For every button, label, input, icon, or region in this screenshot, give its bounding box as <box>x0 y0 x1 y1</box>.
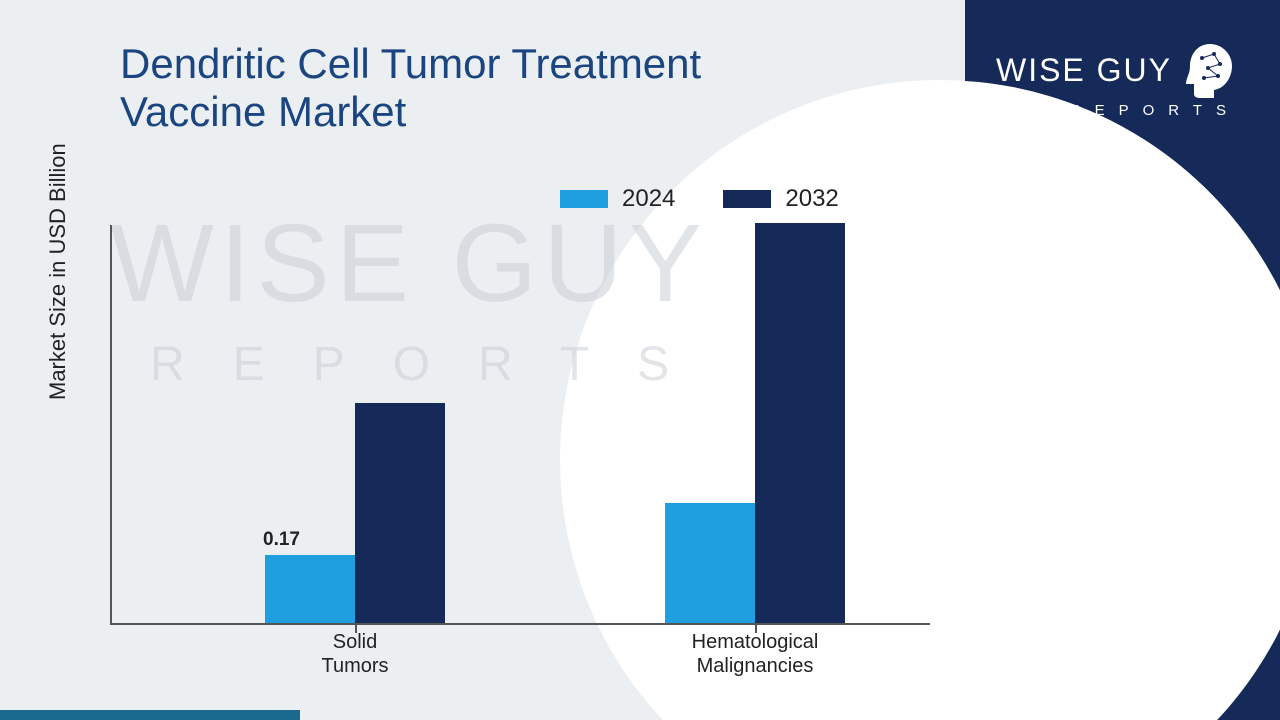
legend-label-2032: 2032 <box>785 185 838 213</box>
bar-group <box>265 403 445 623</box>
legend-swatch-2032 <box>723 190 771 208</box>
footer-accent-bar <box>0 710 300 720</box>
chart-title: Dendritic Cell Tumor Treatment Vaccine M… <box>120 40 820 137</box>
legend: 2024 2032 <box>560 185 839 213</box>
legend-item-2032: 2032 <box>723 185 838 213</box>
y-axis-label: Market Size in USD Billion <box>45 143 71 400</box>
bar-series-b <box>355 403 445 623</box>
bar-series-a <box>665 503 755 623</box>
logo-sub-text: REPORTS <box>996 102 1240 119</box>
y-axis-line <box>110 225 112 625</box>
category-label: SolidTumors <box>265 630 445 678</box>
logo-head-icon <box>1180 40 1240 100</box>
bar-value-label: 0.17 <box>263 529 300 551</box>
category-label: HematologicalMalignancies <box>665 630 845 678</box>
x-axis-line <box>110 623 930 625</box>
legend-swatch-2024 <box>560 190 608 208</box>
brand-logo: WISE GUY REPORTS <box>996 40 1240 119</box>
chart-plot: SolidTumors0.17HematologicalMalignancies <box>110 225 930 625</box>
chart-canvas: WISE GUY REPORTS WISE GUY REPORTS Dendri… <box>0 0 1280 720</box>
bar-series-a <box>265 555 355 623</box>
bar-group <box>665 223 845 623</box>
legend-label-2024: 2024 <box>622 185 675 213</box>
legend-item-2024: 2024 <box>560 185 675 213</box>
logo-brand-text: WISE GUY <box>996 52 1172 89</box>
bar-series-b <box>755 223 845 623</box>
